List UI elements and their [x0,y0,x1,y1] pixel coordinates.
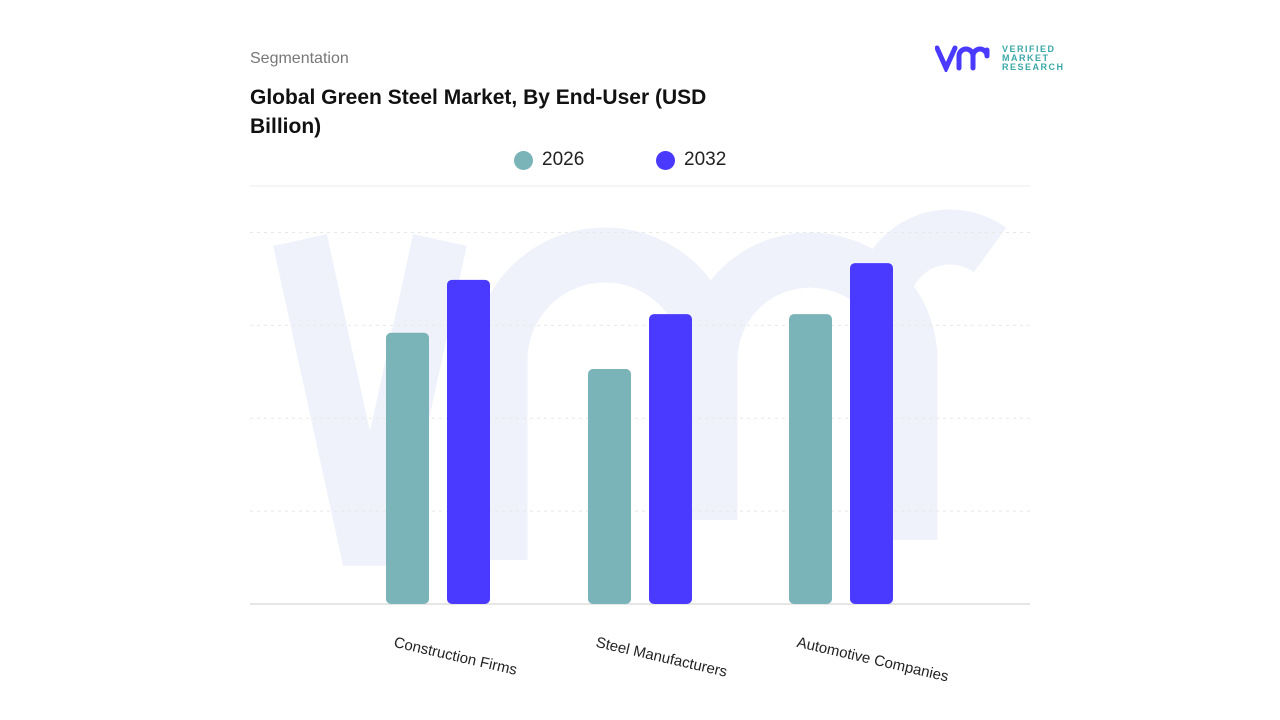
bar-2026-construction-firms [386,332,429,604]
bar-2026-automotive-companies [789,314,832,604]
logo: VERIFIED MARKET RESEARCH [935,44,1065,72]
legend-item-2032: 2032 [656,149,726,171]
legend-swatch [514,150,533,170]
legend-label: 2032 [684,149,727,170]
bar-2032-construction-firms [447,279,490,604]
bar-2032-steel-manufacturers [649,314,692,604]
legend-swatch [656,150,675,170]
logo-line: RESEARCH [1002,61,1065,72]
chart-title: Global Green Steel Market, By End-User (… [250,86,707,138]
segment-label: Segmentation [250,50,349,67]
bar-2032-automotive-companies [850,263,893,604]
legend: 2026 2032 [0,149,1280,175]
logo-text: VERIFIED MARKET RESEARCH [1002,43,1065,72]
bar-2026-steel-manufacturers [588,368,631,604]
logo-line: VERIFIED [1002,43,1056,54]
vmr-logo-icon [935,45,990,72]
legend-item-2026: 2026 [514,149,584,171]
logo-line: MARKET [1002,52,1050,63]
legend-label: 2026 [542,149,585,170]
